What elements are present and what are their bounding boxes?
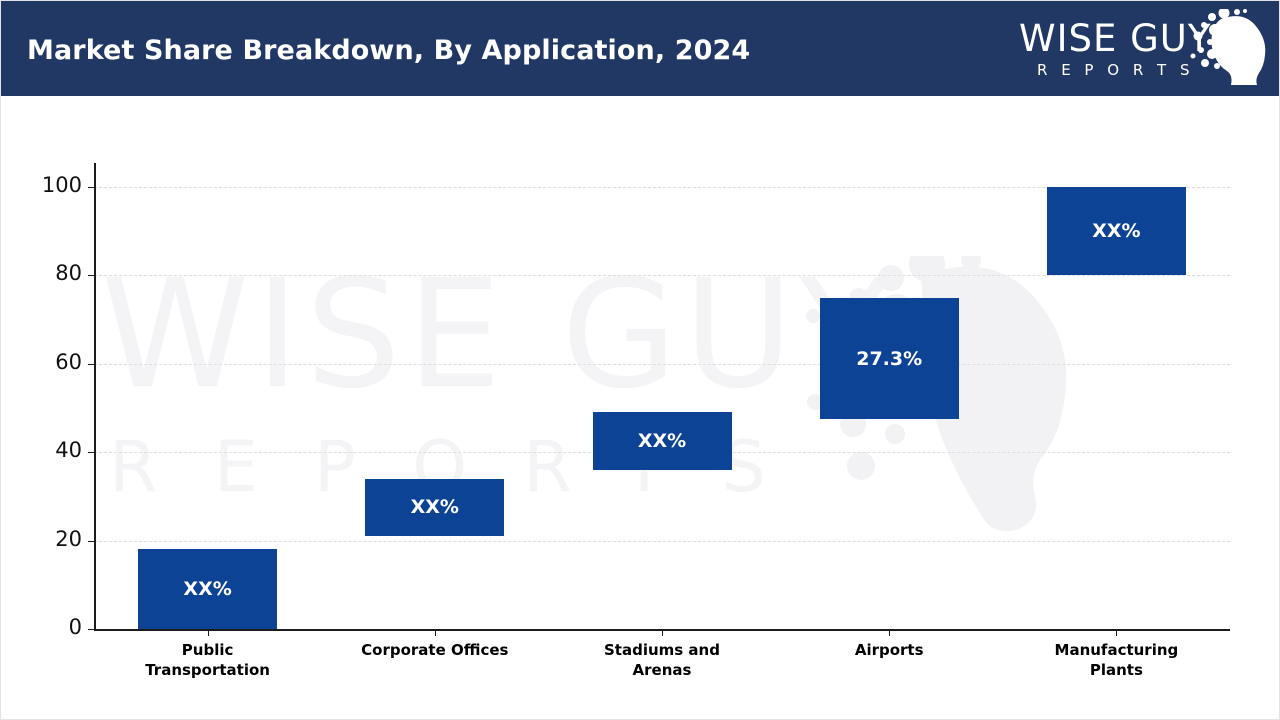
- y-axis-label: 0: [68, 615, 82, 639]
- head-profile-dots-icon: [1190, 9, 1266, 85]
- bar[interactable]: XX%: [592, 412, 732, 470]
- x-axis-tick: [1116, 629, 1118, 636]
- y-axis-tick: [88, 540, 94, 542]
- bar-value-label: 27.3%: [856, 347, 923, 370]
- page-title: Market Share Breakdown, By Application, …: [27, 35, 751, 66]
- gridline: [94, 363, 1230, 365]
- x-axis-category-label: Airports: [854, 641, 924, 659]
- y-axis-tick: [88, 629, 94, 630]
- y-axis-label: 100: [41, 173, 82, 197]
- x-axis-tick: [434, 629, 436, 636]
- x-axis-tick: [207, 629, 209, 636]
- bar[interactable]: XX%: [365, 478, 505, 537]
- bar-value-label: XX%: [410, 496, 459, 519]
- y-axis-tick: [88, 363, 94, 365]
- x-axis-category-label: Stadiums and Arenas: [603, 641, 720, 679]
- bar[interactable]: XX%: [1046, 187, 1186, 276]
- y-axis-spine: [94, 163, 96, 629]
- y-axis-tick: [88, 187, 94, 188]
- bar-value-label: XX%: [183, 578, 232, 601]
- y-axis-label: 80: [55, 261, 82, 286]
- plot-area: XX% XX% XX% 27.3% XX%: [94, 187, 1230, 629]
- svg-text:WISE GUY: WISE GUY: [1019, 17, 1211, 60]
- x-axis-category-label: Manufacturing Plants: [1054, 641, 1179, 679]
- y-axis-tick: [88, 452, 94, 454]
- svg-text:R E P O R T S: R E P O R T S: [1037, 61, 1194, 79]
- bar[interactable]: 27.3%: [819, 298, 959, 420]
- gridline: [94, 187, 1230, 188]
- bar-value-label: XX%: [1092, 220, 1141, 243]
- y-axis-label: 60: [55, 349, 82, 374]
- gridline: [94, 540, 1230, 542]
- wise-guy-reports-logo: WISE GUY R E P O R T S: [1015, 9, 1271, 87]
- x-axis-category-label: Corporate Offices: [361, 641, 509, 659]
- x-axis-tick: [889, 629, 891, 636]
- bar[interactable]: XX%: [138, 549, 278, 629]
- y-axis-label: 20: [55, 526, 82, 551]
- bar-value-label: XX%: [637, 430, 687, 453]
- x-axis-tick: [662, 629, 663, 636]
- header-band: [1, 1, 1279, 96]
- y-axis-label: 40: [55, 438, 82, 463]
- y-axis-tick: [88, 275, 94, 277]
- gridline: [94, 275, 1230, 277]
- x-axis-category-label: Public Transportation: [145, 641, 270, 679]
